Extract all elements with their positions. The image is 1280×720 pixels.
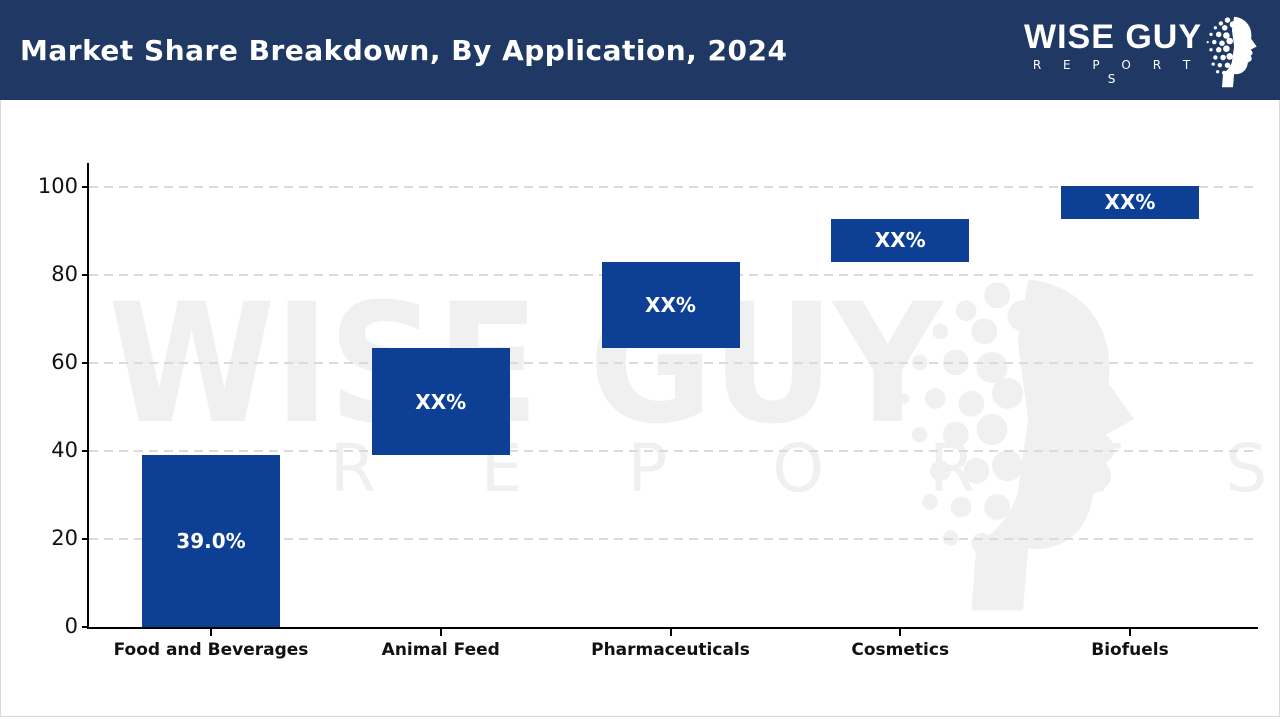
y-tick-label: 60 <box>51 350 78 374</box>
bar-animal-feed: XX% <box>371 348 510 456</box>
logo-wiseguy-text: WISE GUY <box>1023 18 1203 56</box>
wise-guy-reports-logo: WISE GUY R E P O R T S <box>1022 6 1262 96</box>
bar-pharmaceuticals: XX% <box>601 261 740 349</box>
bar-value-label: XX% <box>1104 190 1156 215</box>
y-tick-mark <box>82 538 89 540</box>
x-tick-mark <box>669 629 672 636</box>
x-category-label: Cosmetics <box>851 640 950 660</box>
gridline-y100 <box>89 186 1258 188</box>
x-category-label: Biofuels <box>1091 640 1169 660</box>
bar-biofuels: XX% <box>1061 185 1199 220</box>
chart-title: Market Share Breakdown, By Application, … <box>20 34 788 67</box>
x-category-label: Food and Beverages <box>113 640 309 660</box>
x-tick-mark <box>210 629 212 636</box>
x-category-label: Animal Feed <box>381 640 500 660</box>
y-tick-label: 40 <box>51 438 78 462</box>
y-tick-mark <box>82 362 89 364</box>
y-tick-mark <box>82 186 89 188</box>
bar-food-and-beverages: 39.0% <box>142 455 280 627</box>
y-tick-mark <box>82 274 89 276</box>
bar-value-label: XX% <box>874 228 926 253</box>
gridline-y40 <box>89 450 1258 452</box>
y-tick-label: 100 <box>37 174 78 198</box>
logo-text: WISE GUY R E P O R T S <box>1022 18 1204 86</box>
x-axis-line <box>87 627 1258 629</box>
x-tick-mark <box>439 629 442 636</box>
x-tick-mark <box>1129 629 1131 636</box>
x-tick-mark <box>899 629 902 636</box>
y-tick-label: 20 <box>51 526 78 550</box>
y-tick-mark <box>82 450 89 452</box>
bar-value-label: XX% <box>645 292 696 317</box>
y-tick-label: 0 <box>64 614 78 638</box>
x-category-label: Pharmaceuticals <box>591 640 750 660</box>
logo-reports-text: R E P O R T S <box>1032 57 1200 86</box>
gridline-y60 <box>89 362 1258 364</box>
bar-value-label: XX% <box>415 389 467 414</box>
logo-face-icon <box>1206 16 1257 88</box>
y-tick-mark <box>82 626 89 628</box>
gridline-y20 <box>89 538 1258 540</box>
bar-value-label: 39.0% <box>176 529 246 554</box>
y-tick-label: 80 <box>51 262 78 286</box>
bar-cosmetics: XX% <box>831 219 970 262</box>
header-bar: Market Share Breakdown, By Application, … <box>0 0 1280 100</box>
y-axis-line <box>87 163 89 629</box>
